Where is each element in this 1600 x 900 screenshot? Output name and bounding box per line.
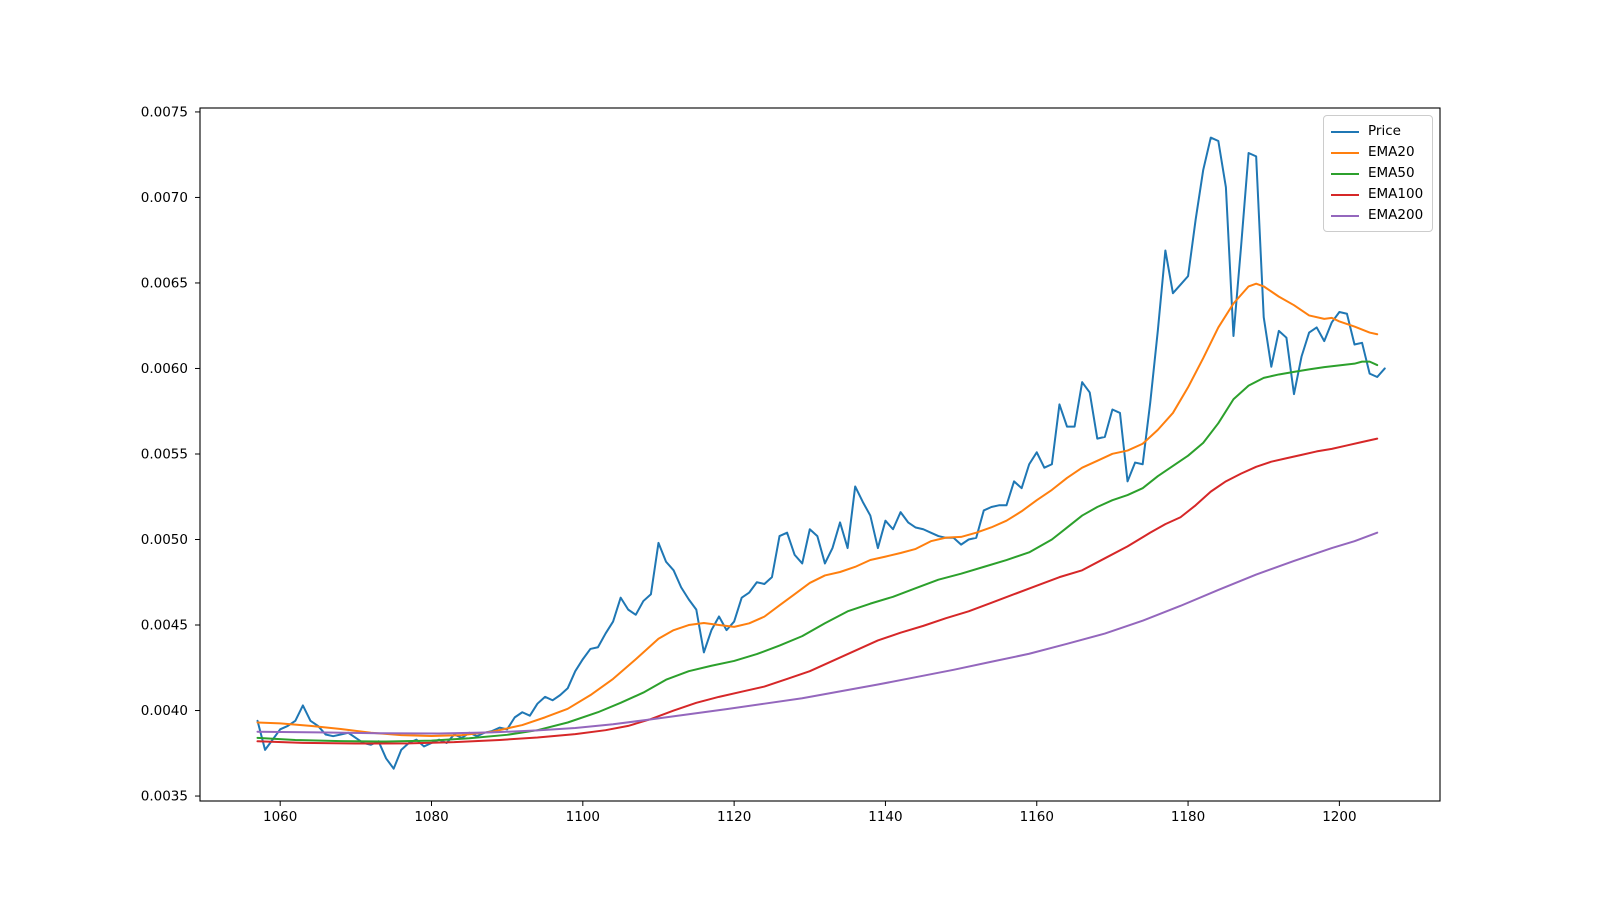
series-line-ema20 [256, 282, 1379, 738]
y-tick-label: 0.0035 [141, 789, 188, 805]
legend-label: EMA200 [1368, 206, 1424, 223]
y-tick-label: 0.0045 [141, 618, 188, 634]
series-line-ema100 [256, 437, 1379, 745]
y-tick-label: 0.0060 [141, 361, 188, 377]
y-tick-label: 0.0070 [141, 190, 188, 206]
y-tick-label: 0.0065 [141, 275, 188, 291]
x-tick-label: 1120 [717, 809, 751, 825]
legend-entry-ema20: EMA20 [1331, 142, 1424, 163]
legend-line-swatch [1331, 172, 1359, 175]
series-line-ema200 [256, 531, 1379, 735]
legend-line-swatch [1331, 214, 1359, 217]
y-tick-label: 0.0040 [141, 703, 188, 719]
legend-line-swatch [1331, 151, 1359, 154]
legend-line-swatch [1331, 193, 1359, 196]
axes-spines [199, 107, 1441, 802]
x-tick-label: 1140 [868, 809, 902, 825]
x-tick-label: 1080 [414, 809, 448, 825]
legend-label: EMA50 [1368, 164, 1415, 181]
legend-label: Price [1368, 122, 1401, 139]
legend-entry-ema200: EMA200 [1331, 205, 1424, 226]
legend-label: EMA20 [1368, 143, 1415, 160]
series-line-ema50 [256, 360, 1379, 743]
legend-label: EMA100 [1368, 185, 1424, 202]
x-tick-label: 1060 [263, 809, 297, 825]
legend-entry-ema100: EMA100 [1331, 184, 1424, 205]
y-tick-label: 0.0055 [141, 446, 188, 462]
x-tick-label: 1180 [1171, 809, 1205, 825]
legend: Price EMA20 EMA50 EMA100 EMA200 [1323, 115, 1433, 232]
y-tick-label: 0.0050 [141, 532, 188, 548]
legend-line-swatch [1331, 130, 1359, 133]
series-line-price [256, 136, 1386, 770]
x-tick-label: 1100 [566, 809, 600, 825]
legend-entry-price: Price [1331, 121, 1424, 142]
y-tick-label: 0.0075 [141, 104, 188, 120]
x-tick-label: 1200 [1322, 809, 1356, 825]
x-tick-label: 1160 [1020, 809, 1054, 825]
legend-entry-ema50: EMA50 [1331, 163, 1424, 184]
